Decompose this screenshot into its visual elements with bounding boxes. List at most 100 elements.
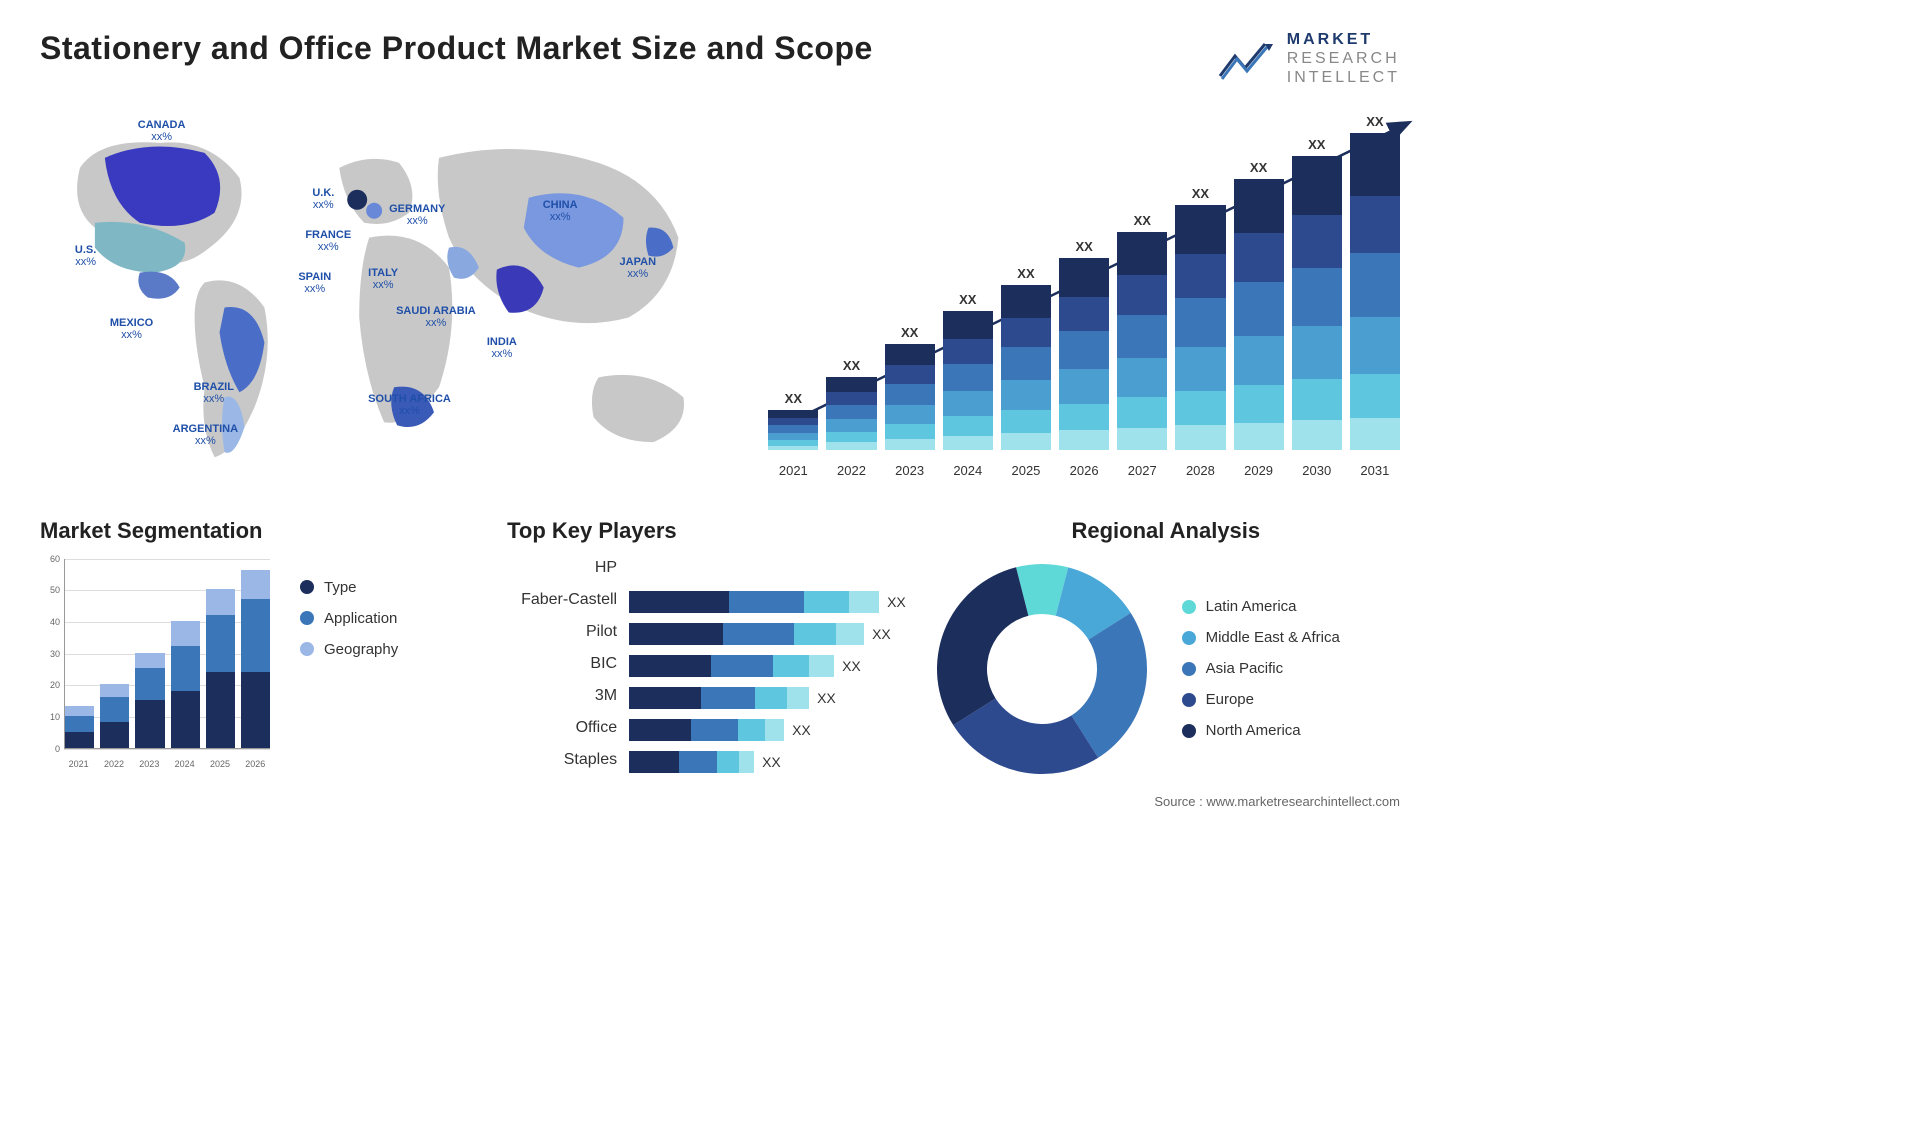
country-label: ITALYxx%	[368, 267, 398, 291]
player-value: XX	[887, 594, 906, 610]
player-value: XX	[792, 722, 811, 738]
world-map: CANADAxx% U.S.xx% MEXICOxx% BRAZILxx% ARGENT…	[40, 108, 738, 488]
country-label: CHINAxx%	[543, 199, 578, 223]
country-label: SAUDI ARABIAxx%	[396, 305, 476, 329]
country-label: CANADAxx%	[138, 119, 186, 143]
seg-bar	[65, 706, 94, 747]
world-map-section: CANADAxx% U.S.xx% MEXICOxx% BRAZILxx% ARGENT…	[40, 108, 738, 488]
players-title: Top Key Players	[507, 518, 912, 544]
seg-ytick: 20	[40, 680, 60, 690]
growth-bar-label: XX	[1250, 160, 1267, 175]
growth-xtick: 2029	[1234, 463, 1284, 478]
country-label: INDIAxx%	[487, 336, 517, 360]
logo-line2: RESEARCH	[1287, 49, 1400, 68]
growth-bar-label: XX	[1366, 114, 1383, 129]
player-label: Office	[507, 719, 617, 741]
seg-bar	[171, 621, 200, 748]
player-row: XX	[629, 687, 912, 709]
regional-legend: Latin AmericaMiddle East & AfricaAsia Pa…	[1182, 598, 1340, 739]
growth-bar: XX	[1234, 160, 1284, 450]
regional-section: Regional Analysis Latin AmericaMiddle Ea…	[932, 518, 1400, 779]
growth-xtick: 2022	[826, 463, 876, 478]
player-label: Faber-Castell	[507, 591, 617, 613]
growth-bar-label: XX	[959, 292, 976, 307]
seg-xtick: 2024	[170, 759, 199, 769]
growth-bar: XX	[1117, 213, 1167, 450]
country-label: JAPANxx%	[620, 256, 656, 280]
player-label: 3M	[507, 687, 617, 709]
player-row: XX	[629, 655, 912, 677]
seg-xtick: 2023	[135, 759, 164, 769]
growth-bar-label: XX	[1308, 137, 1325, 152]
country-label: U.K.xx%	[312, 187, 334, 211]
growth-xaxis: 2021202220232024202520262027202820292030…	[768, 463, 1400, 478]
page-title: Stationery and Office Product Market Siz…	[40, 30, 873, 67]
segmentation-chart: 0102030405060 202120222023202420252026	[40, 559, 270, 769]
regional-legend-item: Middle East & Africa	[1182, 629, 1340, 646]
country-label: BRAZILxx%	[194, 381, 234, 405]
player-label: HP	[507, 559, 617, 581]
seg-ytick: 40	[40, 617, 60, 627]
seg-ytick: 50	[40, 585, 60, 595]
segmentation-legend: TypeApplicationGeography	[300, 559, 398, 769]
regional-legend-item: North America	[1182, 722, 1340, 739]
country-label: GERMANYxx%	[389, 203, 445, 227]
segmentation-section: Market Segmentation 0102030405060 202120…	[40, 518, 487, 779]
country-label: FRANCExx%	[305, 229, 351, 253]
seg-legend-item: Type	[300, 579, 398, 596]
seg-ytick: 0	[40, 744, 60, 754]
growth-bar-label: XX	[1075, 239, 1092, 254]
country-label: U.S.xx%	[75, 244, 96, 268]
growth-bar-label: XX	[901, 325, 918, 340]
growth-xtick: 2027	[1117, 463, 1167, 478]
player-row: XX	[629, 751, 912, 773]
seg-legend-item: Application	[300, 610, 398, 627]
regional-legend-item: Europe	[1182, 691, 1340, 708]
growth-bar: XX	[1175, 186, 1225, 449]
country-label: MEXICOxx%	[110, 317, 153, 341]
regional-donut	[932, 559, 1152, 779]
world-map-svg	[40, 108, 738, 487]
players-section: Top Key Players HPFaber-CastellPilotBIC3…	[507, 518, 912, 779]
segmentation-title: Market Segmentation	[40, 518, 487, 544]
growth-bar: XX	[943, 292, 993, 450]
source-text: Source : www.marketresearchintellect.com	[40, 794, 1400, 809]
seg-bar	[100, 684, 129, 747]
growth-xtick: 2026	[1059, 463, 1109, 478]
player-label: Pilot	[507, 623, 617, 645]
growth-bar: XX	[768, 391, 818, 450]
seg-bar	[241, 570, 270, 747]
donut-slice	[937, 567, 1028, 725]
growth-xtick: 2031	[1350, 463, 1400, 478]
seg-ytick: 60	[40, 554, 60, 564]
seg-bar	[206, 589, 235, 747]
country-label: ARGENTINAxx%	[173, 423, 238, 447]
growth-bar-label: XX	[785, 391, 802, 406]
growth-xtick: 2025	[1001, 463, 1051, 478]
country-label: SOUTH AFRICAxx%	[368, 393, 451, 417]
growth-xtick: 2021	[768, 463, 818, 478]
player-row: XX	[629, 591, 912, 613]
seg-xtick: 2026	[241, 759, 270, 769]
player-value: XX	[842, 658, 861, 674]
growth-bar-label: XX	[1017, 266, 1034, 281]
player-label: Staples	[507, 751, 617, 773]
regional-title: Regional Analysis	[932, 518, 1400, 544]
seg-xtick: 2022	[99, 759, 128, 769]
players-bars: XX XX XX XX XX XX	[629, 559, 912, 773]
growth-bar: XX	[826, 358, 876, 450]
player-value: XX	[872, 626, 891, 642]
player-row: XX	[629, 623, 912, 645]
seg-xtick: 2025	[205, 759, 234, 769]
growth-xtick: 2028	[1175, 463, 1225, 478]
growth-bar-label: XX	[843, 358, 860, 373]
growth-bar: XX	[1059, 239, 1109, 449]
seg-xtick: 2021	[64, 759, 93, 769]
players-labels: HPFaber-CastellPilotBIC3MOfficeStaples	[507, 559, 617, 773]
logo-line1: MARKET	[1287, 30, 1400, 49]
country-label: SPAINxx%	[298, 271, 331, 295]
growth-bar: XX	[1001, 266, 1051, 450]
player-value: XX	[817, 690, 836, 706]
regional-legend-item: Asia Pacific	[1182, 660, 1340, 677]
player-row	[629, 559, 912, 581]
